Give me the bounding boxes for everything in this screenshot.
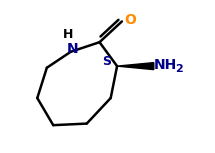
Text: S: S <box>102 55 111 68</box>
Text: O: O <box>124 13 136 27</box>
Polygon shape <box>117 63 154 70</box>
Text: N: N <box>67 42 78 56</box>
Text: 2: 2 <box>175 63 182 74</box>
Text: NH: NH <box>154 58 177 72</box>
Text: H: H <box>62 28 73 41</box>
